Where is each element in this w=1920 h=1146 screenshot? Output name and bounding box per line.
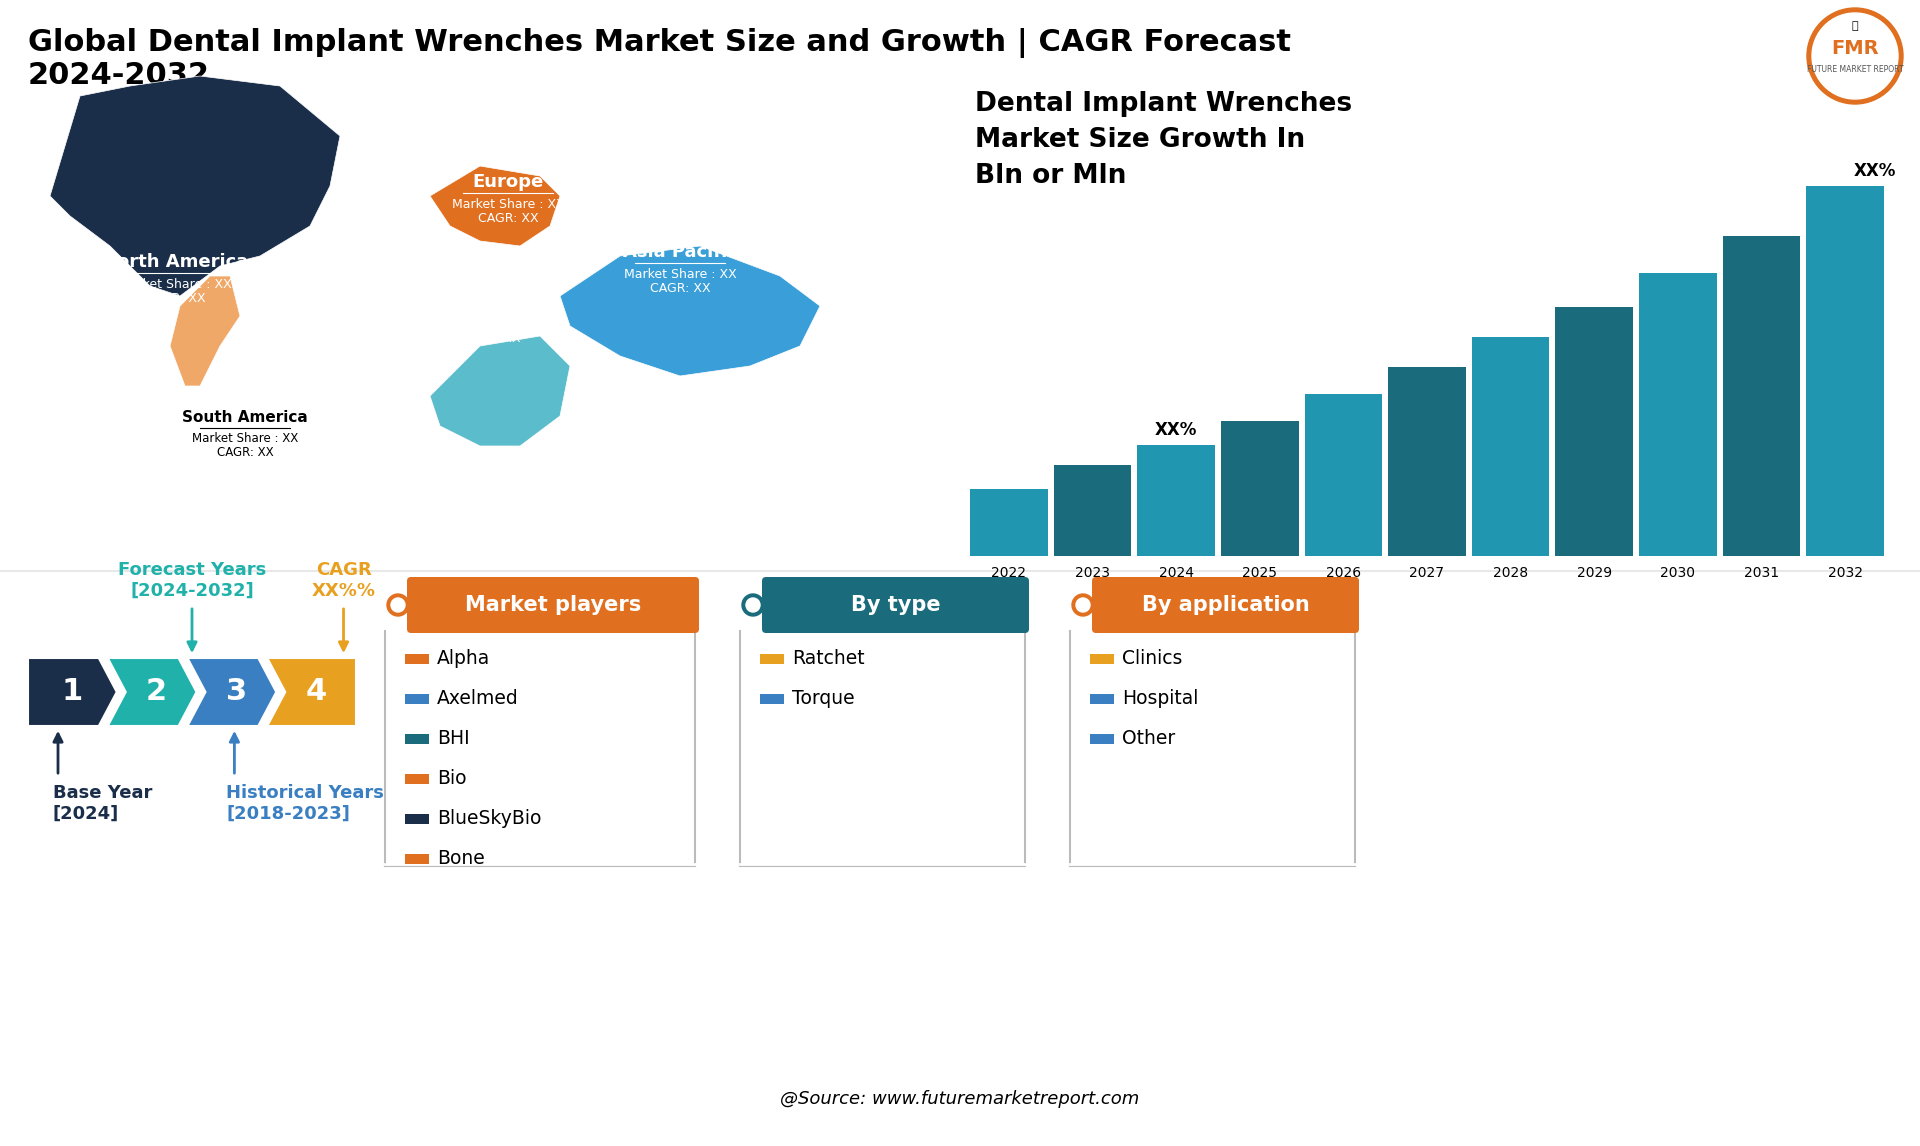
Text: Hospital: Hospital (1121, 690, 1198, 708)
Text: South America: South America (182, 409, 307, 424)
Bar (1091, 654, 1114, 664)
Text: 🔧: 🔧 (1851, 21, 1859, 31)
Polygon shape (171, 276, 240, 386)
Text: Market Share : XX: Market Share : XX (434, 317, 547, 330)
FancyBboxPatch shape (1092, 576, 1359, 633)
Bar (405, 774, 428, 784)
Bar (1388, 368, 1465, 556)
Text: CAGR: XX: CAGR: XX (478, 212, 538, 225)
Text: Asia Pacific: Asia Pacific (622, 243, 737, 261)
Text: XX%: XX% (1156, 421, 1198, 439)
Polygon shape (50, 76, 340, 296)
FancyBboxPatch shape (762, 576, 1029, 633)
Text: Market Share : XX: Market Share : XX (119, 277, 232, 290)
Text: CAGR: XX: CAGR: XX (144, 291, 205, 305)
Bar (1722, 236, 1801, 556)
Text: 4: 4 (305, 677, 326, 706)
Circle shape (1807, 8, 1903, 104)
Text: By application: By application (1142, 595, 1309, 615)
Text: Market Share : XX: Market Share : XX (451, 197, 564, 211)
Bar (1473, 337, 1549, 556)
Bar (405, 814, 428, 824)
FancyBboxPatch shape (407, 576, 699, 633)
Text: BlueSkyBio: BlueSkyBio (438, 809, 541, 829)
Bar (405, 694, 428, 704)
Text: Historical Years
[2018-2023]: Historical Years [2018-2023] (227, 784, 384, 823)
Text: 2031: 2031 (1743, 566, 1780, 580)
Text: Market players: Market players (465, 595, 641, 615)
Text: FMR: FMR (1832, 39, 1880, 57)
Bar (1137, 445, 1215, 556)
Text: 2024-2032: 2024-2032 (29, 61, 209, 91)
Polygon shape (430, 336, 570, 446)
Text: CAGR: XX: CAGR: XX (459, 331, 520, 345)
Text: 2028: 2028 (1494, 566, 1528, 580)
Circle shape (388, 594, 409, 617)
Text: Market Share : XX: Market Share : XX (192, 432, 298, 446)
Text: Global Dental Implant Wrenches Market Size and Growth | CAGR Forecast: Global Dental Implant Wrenches Market Si… (29, 28, 1290, 58)
Text: Clinics: Clinics (1121, 650, 1183, 668)
Text: CAGR: XX: CAGR: XX (649, 282, 710, 295)
Text: Bone: Bone (438, 849, 484, 869)
Text: 1: 1 (61, 677, 83, 706)
Text: Alpha: Alpha (438, 650, 490, 668)
Text: CAGR
XX%%: CAGR XX%% (311, 562, 376, 601)
Circle shape (1812, 13, 1899, 99)
Text: Other: Other (1121, 730, 1175, 748)
Circle shape (741, 594, 764, 617)
Bar (1091, 694, 1114, 704)
Bar (760, 694, 783, 704)
Text: Torque: Torque (791, 690, 854, 708)
Polygon shape (430, 166, 561, 246)
Circle shape (392, 598, 405, 612)
Circle shape (1071, 594, 1094, 617)
Text: FUTURE MARKET REPORT: FUTURE MARKET REPORT (1807, 65, 1903, 74)
Text: 2027: 2027 (1409, 566, 1444, 580)
Text: Base Year
[2024]: Base Year [2024] (54, 784, 152, 823)
Text: 2022: 2022 (991, 566, 1027, 580)
Circle shape (1075, 598, 1091, 612)
Text: Axelmed: Axelmed (438, 690, 518, 708)
Bar (1091, 733, 1114, 744)
Text: Ratchet: Ratchet (791, 650, 864, 668)
Text: Dental Implant Wrenches
Market Size Growth In
Bln or Mln: Dental Implant Wrenches Market Size Grow… (975, 91, 1352, 189)
Text: 3: 3 (227, 677, 248, 706)
Circle shape (747, 598, 760, 612)
Bar (1555, 307, 1634, 556)
Polygon shape (108, 658, 196, 727)
Bar (760, 654, 783, 664)
Polygon shape (188, 658, 276, 727)
Text: BHI: BHI (438, 730, 470, 748)
Text: Europe: Europe (472, 173, 543, 191)
Text: 2023: 2023 (1075, 566, 1110, 580)
Text: MEA: MEA (468, 293, 513, 311)
Bar (1807, 186, 1884, 556)
Text: Forecast Years
[2024-2032]: Forecast Years [2024-2032] (117, 562, 267, 601)
Polygon shape (29, 658, 117, 727)
Text: CAGR: XX: CAGR: XX (217, 447, 273, 460)
Text: 2032: 2032 (1828, 566, 1862, 580)
Bar (1304, 394, 1382, 556)
Polygon shape (561, 246, 820, 376)
Text: 2029: 2029 (1576, 566, 1611, 580)
Bar (1221, 422, 1298, 556)
Text: Bio: Bio (438, 769, 467, 788)
Text: @Source: www.futuremarketreport.com: @Source: www.futuremarketreport.com (780, 1090, 1140, 1108)
Text: 2030: 2030 (1661, 566, 1695, 580)
Text: 2026: 2026 (1327, 566, 1361, 580)
Bar (1640, 273, 1716, 556)
Polygon shape (267, 658, 355, 727)
Text: By type: By type (851, 595, 941, 615)
Bar (405, 854, 428, 864)
Bar (970, 488, 1048, 556)
Text: 2: 2 (146, 677, 167, 706)
Bar (405, 654, 428, 664)
Bar (405, 733, 428, 744)
Text: North America: North America (102, 253, 248, 270)
Text: XX%: XX% (1855, 162, 1897, 180)
Text: 2025: 2025 (1242, 566, 1277, 580)
Text: 2024: 2024 (1158, 566, 1194, 580)
Bar (1054, 465, 1131, 556)
Text: Market Share : XX: Market Share : XX (624, 267, 737, 281)
